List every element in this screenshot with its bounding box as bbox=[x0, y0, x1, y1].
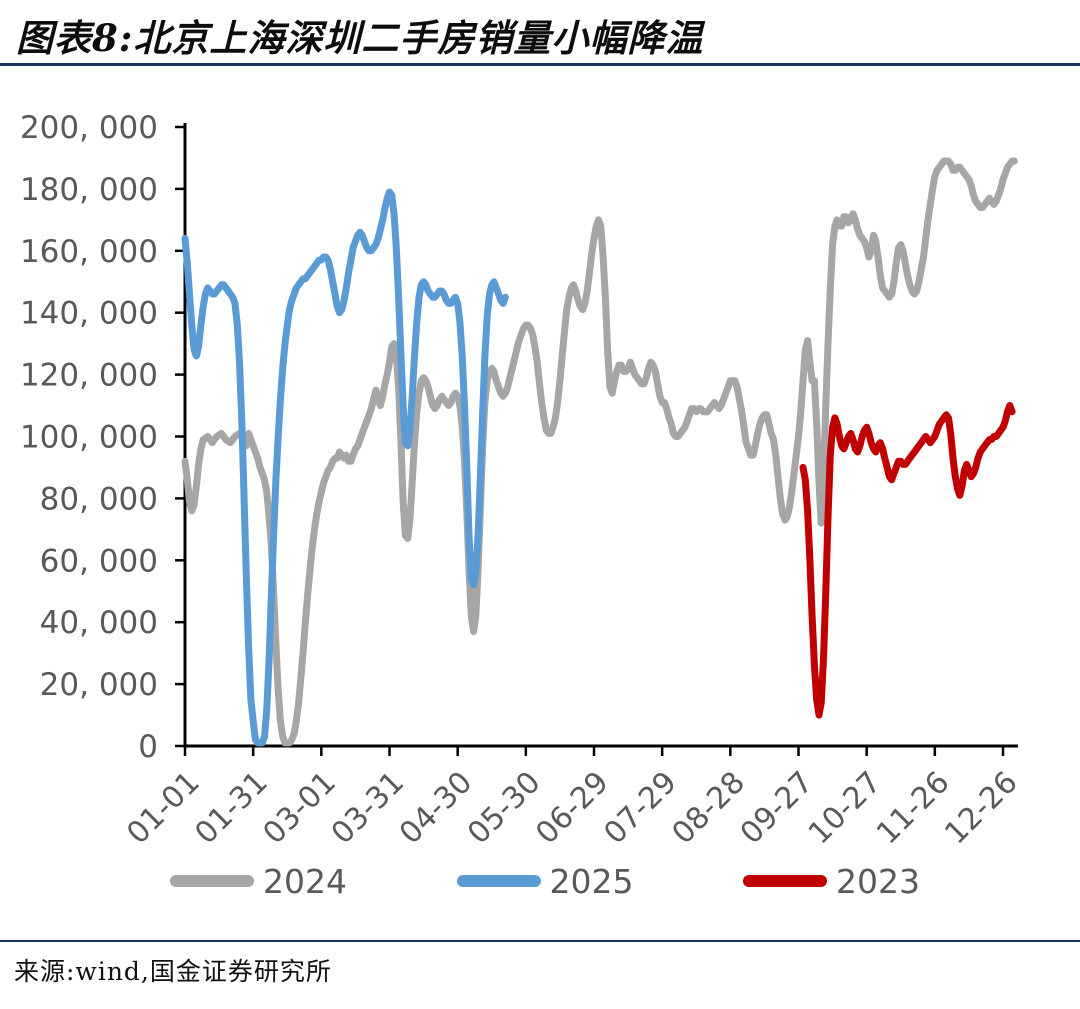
svg-text:140, 000: 140, 000 bbox=[20, 296, 158, 332]
svg-text:07-29: 07-29 bbox=[597, 765, 683, 851]
svg-text:180, 000: 180, 000 bbox=[20, 172, 158, 208]
svg-text:120, 000: 120, 000 bbox=[20, 358, 158, 394]
legend-label-2023: 2023 bbox=[836, 861, 920, 901]
svg-text:11-26: 11-26 bbox=[870, 765, 956, 851]
svg-text:01-31: 01-31 bbox=[188, 765, 274, 851]
svg-text:08-28: 08-28 bbox=[666, 765, 752, 851]
svg-text:200, 000: 200, 000 bbox=[20, 110, 158, 146]
svg-text:20, 000: 20, 000 bbox=[40, 667, 158, 703]
svg-text:12-26: 12-26 bbox=[938, 765, 1024, 851]
svg-text:03-31: 03-31 bbox=[325, 765, 411, 851]
series-line-2023 bbox=[799, 402, 1016, 719]
footer-separator-rule bbox=[0, 940, 1080, 942]
svg-text:80, 000: 80, 000 bbox=[40, 481, 158, 517]
legend-item-2023: 2023 bbox=[743, 865, 920, 898]
legend-label-2025: 2025 bbox=[549, 861, 634, 901]
figure-title: 图表8:北京上海深圳二手房销量小幅降温 bbox=[16, 16, 704, 60]
svg-text:01-01: 01-01 bbox=[120, 765, 206, 851]
svg-text:10-27: 10-27 bbox=[802, 765, 888, 851]
svg-text:06-29: 06-29 bbox=[529, 765, 615, 851]
series-line-2025 bbox=[181, 188, 509, 747]
svg-text:0: 0 bbox=[138, 729, 158, 765]
legend-label-2024: 2024 bbox=[263, 861, 347, 901]
title-separator-rule bbox=[0, 63, 1080, 66]
svg-text:03-01: 03-01 bbox=[257, 765, 343, 851]
legend-swatch-2023-icon bbox=[743, 875, 827, 887]
series-line-2024 bbox=[181, 157, 1018, 747]
svg-text:100, 000: 100, 000 bbox=[20, 420, 158, 456]
svg-text:04-30: 04-30 bbox=[393, 765, 479, 851]
source-note: 来源:wind,国金证券研究所 bbox=[14, 957, 332, 986]
svg-text:09-27: 09-27 bbox=[734, 765, 820, 851]
legend-item-2024: 2024 bbox=[170, 865, 347, 898]
chart-legend: 2024 2025 2023 bbox=[170, 862, 920, 900]
svg-text:05-30: 05-30 bbox=[461, 765, 547, 851]
svg-text:40, 000: 40, 000 bbox=[40, 605, 158, 641]
svg-text:60, 000: 60, 000 bbox=[40, 543, 158, 579]
legend-item-2025: 2025 bbox=[456, 861, 634, 901]
svg-text:160, 000: 160, 000 bbox=[20, 234, 158, 270]
legend-swatch-2024-icon bbox=[170, 875, 254, 887]
legend-swatch-2025-icon bbox=[456, 875, 541, 887]
